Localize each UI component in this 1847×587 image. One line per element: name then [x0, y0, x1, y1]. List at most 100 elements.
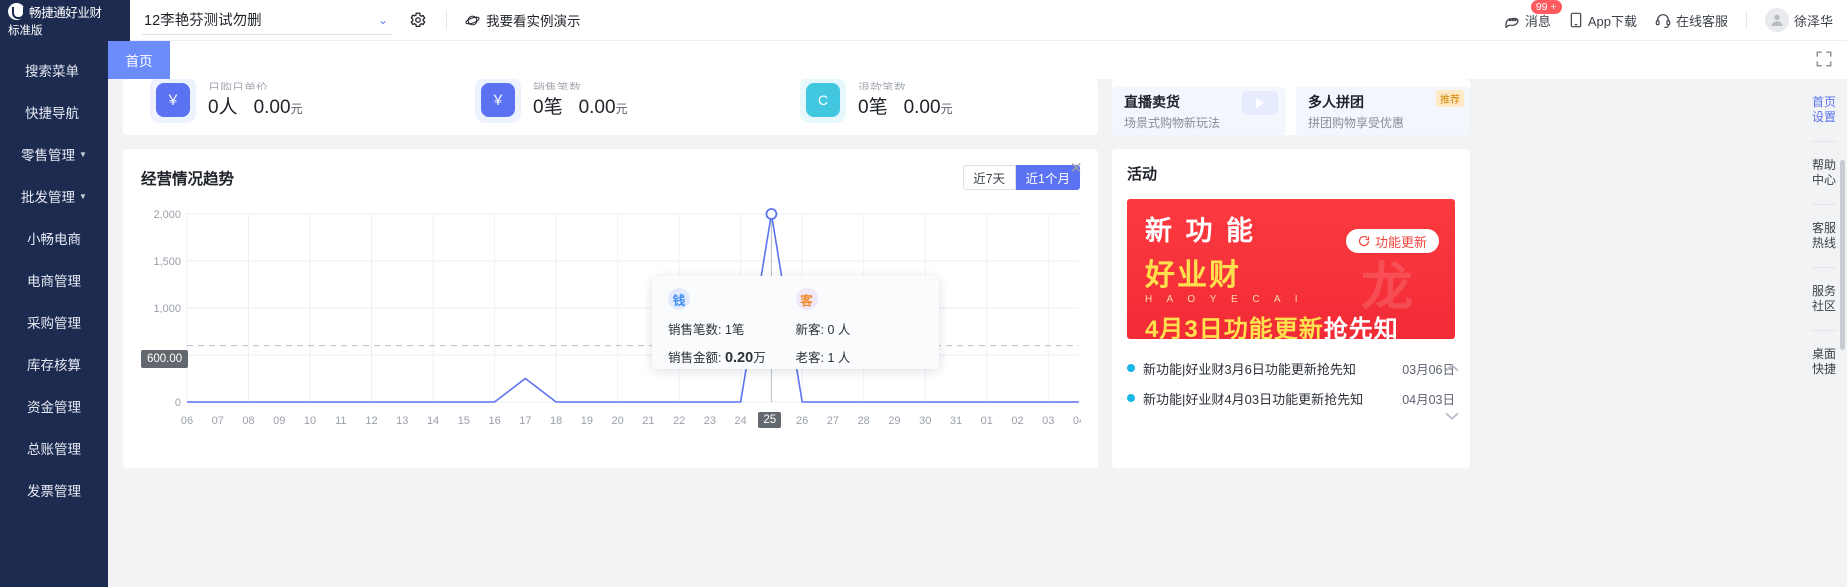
- rail-item-hotline[interactable]: 客服 热线: [1811, 221, 1836, 250]
- rail-item-home-settings[interactable]: 首页 设置: [1811, 95, 1836, 124]
- stat-card-2[interactable]: C 退款笔数 0笔 0.00元: [773, 79, 1098, 123]
- page-scrollbar[interactable]: [1840, 160, 1845, 350]
- brand-block: 畅捷通好业财 标准版: [0, 0, 130, 41]
- range-button-7d[interactable]: 近7天: [962, 165, 1016, 190]
- sidebar-item-purchase[interactable]: 采购管理: [0, 301, 108, 343]
- sidebar-item-quick-nav[interactable]: 快捷导航: [0, 91, 108, 133]
- news-text: 新功能|好业财3月6日功能更新抢先知: [1143, 361, 1356, 377]
- stat-amount-value: 0.00: [253, 97, 291, 118]
- activity-title: 活动: [1127, 166, 1158, 183]
- rail-item-desktop-shortcut[interactable]: 桌面 快捷: [1811, 347, 1836, 376]
- rail-divider: [1811, 330, 1837, 331]
- headset-icon: [1655, 14, 1671, 28]
- sidebar-item-funds[interactable]: 资金管理: [0, 385, 108, 427]
- svg-text:03: 03: [1042, 415, 1054, 427]
- chart-title: 经营情况趋势: [141, 170, 235, 188]
- scroll-up-icon[interactable]: [1444, 360, 1462, 378]
- promo-card-live[interactable]: 直播卖货 场景式购物新玩法: [1112, 87, 1286, 135]
- promo-title: 多人拼团: [1308, 94, 1364, 110]
- close-icon[interactable]: ✕: [1070, 160, 1083, 177]
- stat-numbers: 0笔 0.00元: [858, 92, 953, 119]
- stat-card-1[interactable]: ￥ 销售笔数 0笔 0.00元: [448, 79, 773, 123]
- caret-icon: ▼: [79, 149, 87, 159]
- tooltip-customer-column: 客 新客: 0 人 老客: 1 人: [795, 288, 924, 365]
- svg-text:02: 02: [1011, 415, 1023, 427]
- sidebar-item-inventory[interactable]: 库存核算: [0, 343, 108, 385]
- svg-text:06: 06: [181, 415, 193, 427]
- sidebar-item-label: 库存核算: [27, 358, 81, 373]
- scroll-down-icon[interactable]: [1444, 408, 1462, 426]
- sidebar-item-invoice[interactable]: 发票管理: [0, 469, 108, 511]
- sidebar-item-label: 批发管理: [21, 190, 76, 205]
- tooltip-row-sales-amount: 销售金额: 0.20万: [668, 347, 796, 366]
- stat-card-0[interactable]: ￥ 日购日单价 0人 0.00元: [123, 79, 448, 123]
- messages-button[interactable]: 消息 99 +: [1504, 0, 1562, 30]
- stat-body: 退款笔数 0笔 0.00元: [858, 81, 953, 119]
- svg-text:11: 11: [335, 415, 346, 427]
- tooltip-row-new-customers: 新客: 0 人: [796, 319, 924, 338]
- sidebar-item-xiaochang-ec[interactable]: 小畅电商: [0, 217, 108, 259]
- stat-count: 0笔: [533, 97, 563, 118]
- promo-card-group-buy[interactable]: 多人拼团 拼团购物享受优惠 推荐: [1296, 87, 1470, 135]
- sidebar-item-label: 采购管理: [27, 316, 81, 331]
- sidebar-item-label: 零售管理: [21, 148, 76, 163]
- demo-link[interactable]: 我要看实例演示: [465, 10, 581, 30]
- messages-label: 消息: [1524, 13, 1551, 29]
- stat-icon-wrap: ￥: [150, 79, 196, 123]
- range-toggle-group: 近7天 近1个月: [962, 165, 1080, 190]
- range-button-1m[interactable]: 近1个月: [1015, 165, 1080, 190]
- tooltip-suffix: 万: [753, 351, 766, 365]
- sidebar-item-ledger[interactable]: 总账管理: [0, 427, 108, 469]
- left-column: ￥ 日购日单价 0人 0.00元 ￥: [123, 79, 1098, 468]
- tab-home[interactable]: 首页: [108, 41, 170, 79]
- sidebar-item-ec-management[interactable]: 电商管理: [0, 259, 108, 301]
- promo-strip: 直播卖货 场景式购物新玩法 多人拼团 拼团购物享受优惠 推荐: [1112, 79, 1470, 135]
- avatar: [1764, 8, 1789, 32]
- chart-header: 经营情况趋势 近7天 近1个月: [141, 165, 1080, 190]
- activity-banner[interactable]: 龙 新 功 能 好业财 H A O Y E C A I 4月3日功能更新抢先知 …: [1127, 199, 1455, 339]
- line-chart-svg: 2,000 1,500 1,000 500 0: [153, 208, 1081, 427]
- sidebar-item-label: 总账管理: [27, 442, 81, 457]
- refresh-icon: [1358, 235, 1370, 247]
- svg-text:0: 0: [175, 397, 181, 409]
- gear-icon[interactable]: [408, 10, 428, 30]
- news-scroll-arrows: [1444, 360, 1462, 426]
- stat-body: 日购日单价 0人 0.00元: [208, 81, 303, 119]
- header-divider: [446, 10, 447, 30]
- mobile-icon: [1570, 12, 1582, 28]
- tooltip-label: 销售笔数:: [668, 323, 722, 337]
- messages-badge: 99 +: [1530, 0, 1562, 14]
- tooltip-label: 新客:: [795, 323, 824, 337]
- svg-text:30: 30: [919, 415, 931, 427]
- list-item[interactable]: 新功能|好业财4月03日功能更新抢先知 04月03日: [1127, 383, 1455, 413]
- svg-text:2,000: 2,000: [153, 209, 181, 221]
- header-divider-2: [1745, 11, 1747, 29]
- rail-item-help-center[interactable]: 帮助 中心: [1811, 158, 1836, 187]
- rail-item-community[interactable]: 服务 社区: [1811, 284, 1836, 313]
- tab-bar: 首页: [108, 41, 1847, 79]
- sidebar-item-search-menu[interactable]: 搜索菜单: [0, 49, 108, 91]
- banner-update-button[interactable]: 功能更新: [1345, 229, 1439, 253]
- stat-numbers: 0笔 0.00元: [533, 92, 628, 119]
- stat-label: 销售笔数: [533, 81, 582, 90]
- online-service-button[interactable]: 在线客服: [1655, 11, 1728, 30]
- sidebar-item-label: 小畅电商: [27, 232, 81, 247]
- svg-text:31: 31: [950, 415, 962, 427]
- stat-icon-wrap: ￥: [475, 79, 521, 123]
- sidebar-item-retail[interactable]: 零售管理 ▼: [0, 133, 108, 175]
- logo-icon: [8, 3, 25, 20]
- news-text: 新功能|好业财4月03日功能更新抢先知: [1143, 391, 1364, 407]
- stat-strip: ￥ 日购日单价 0人 0.00元 ￥: [123, 79, 1098, 135]
- org-name: 12李艳芬测试勿删: [144, 13, 262, 29]
- chevron-down-icon: ⌄: [377, 12, 388, 27]
- expand-icon[interactable]: [1815, 50, 1833, 68]
- sidebar-item-label: 资金管理: [27, 400, 81, 415]
- banner-line-3-yellow: 4月3日功能更新: [1145, 316, 1324, 339]
- app-download-button[interactable]: App下载: [1569, 11, 1637, 30]
- user-menu[interactable]: 徐泽华: [1764, 8, 1833, 32]
- org-select[interactable]: 12李艳芬测试勿删 ⌄: [142, 5, 392, 35]
- list-item[interactable]: 新功能|好业财3月6日功能更新抢先知 03月06日: [1127, 353, 1455, 383]
- sidebar-item-wholesale[interactable]: 批发管理 ▼: [0, 175, 108, 217]
- promo-title: 直播卖货: [1124, 94, 1180, 110]
- svg-text:07: 07: [212, 415, 224, 427]
